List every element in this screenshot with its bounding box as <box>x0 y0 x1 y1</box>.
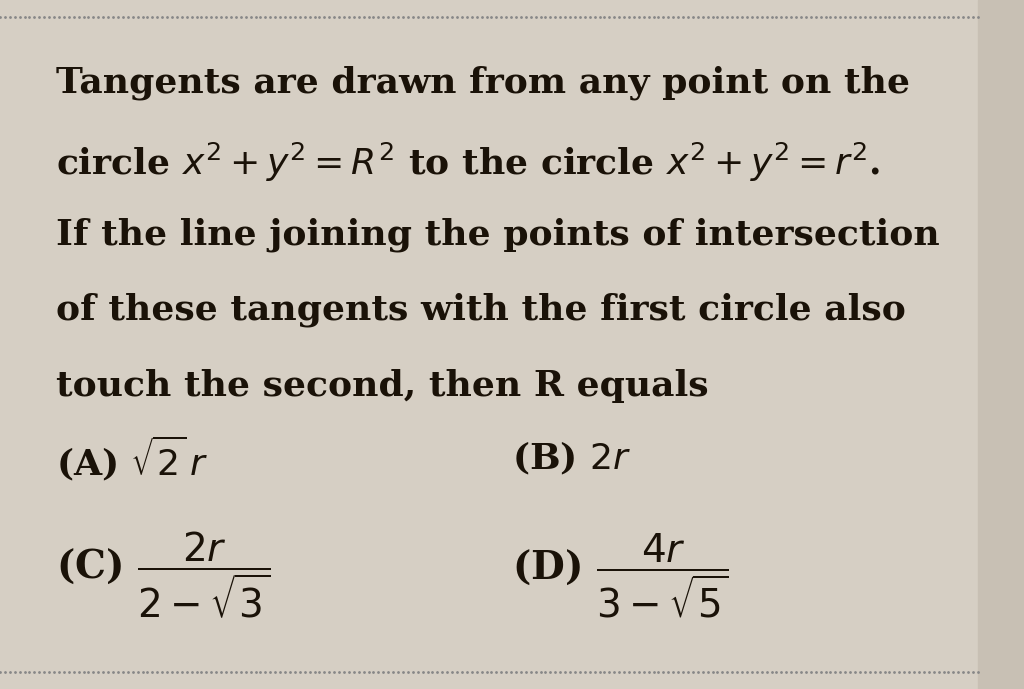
Text: (D) $\dfrac{4r}{3-\sqrt{5}}$: (D) $\dfrac{4r}{3-\sqrt{5}}$ <box>512 531 729 619</box>
Text: circle $x^2+y^2=R^2$ to the circle $x^2+y^2=r^2$.: circle $x^2+y^2=R^2$ to the circle $x^2+… <box>56 141 881 185</box>
Text: (C) $\dfrac{2r}{2-\sqrt{3}}$: (C) $\dfrac{2r}{2-\sqrt{3}}$ <box>56 530 270 621</box>
Text: Tangents are drawn from any point on the: Tangents are drawn from any point on the <box>56 65 910 100</box>
Bar <box>978 0 1024 689</box>
Text: (B) $2r$: (B) $2r$ <box>512 440 631 477</box>
Text: touch the second, then R equals: touch the second, then R equals <box>56 369 709 402</box>
Text: (A) $\sqrt{2}\,r$: (A) $\sqrt{2}\,r$ <box>56 433 209 483</box>
Text: If the line joining the points of intersection: If the line joining the points of inters… <box>56 217 940 251</box>
Text: of these tangents with the first circle also: of these tangents with the first circle … <box>56 293 906 327</box>
